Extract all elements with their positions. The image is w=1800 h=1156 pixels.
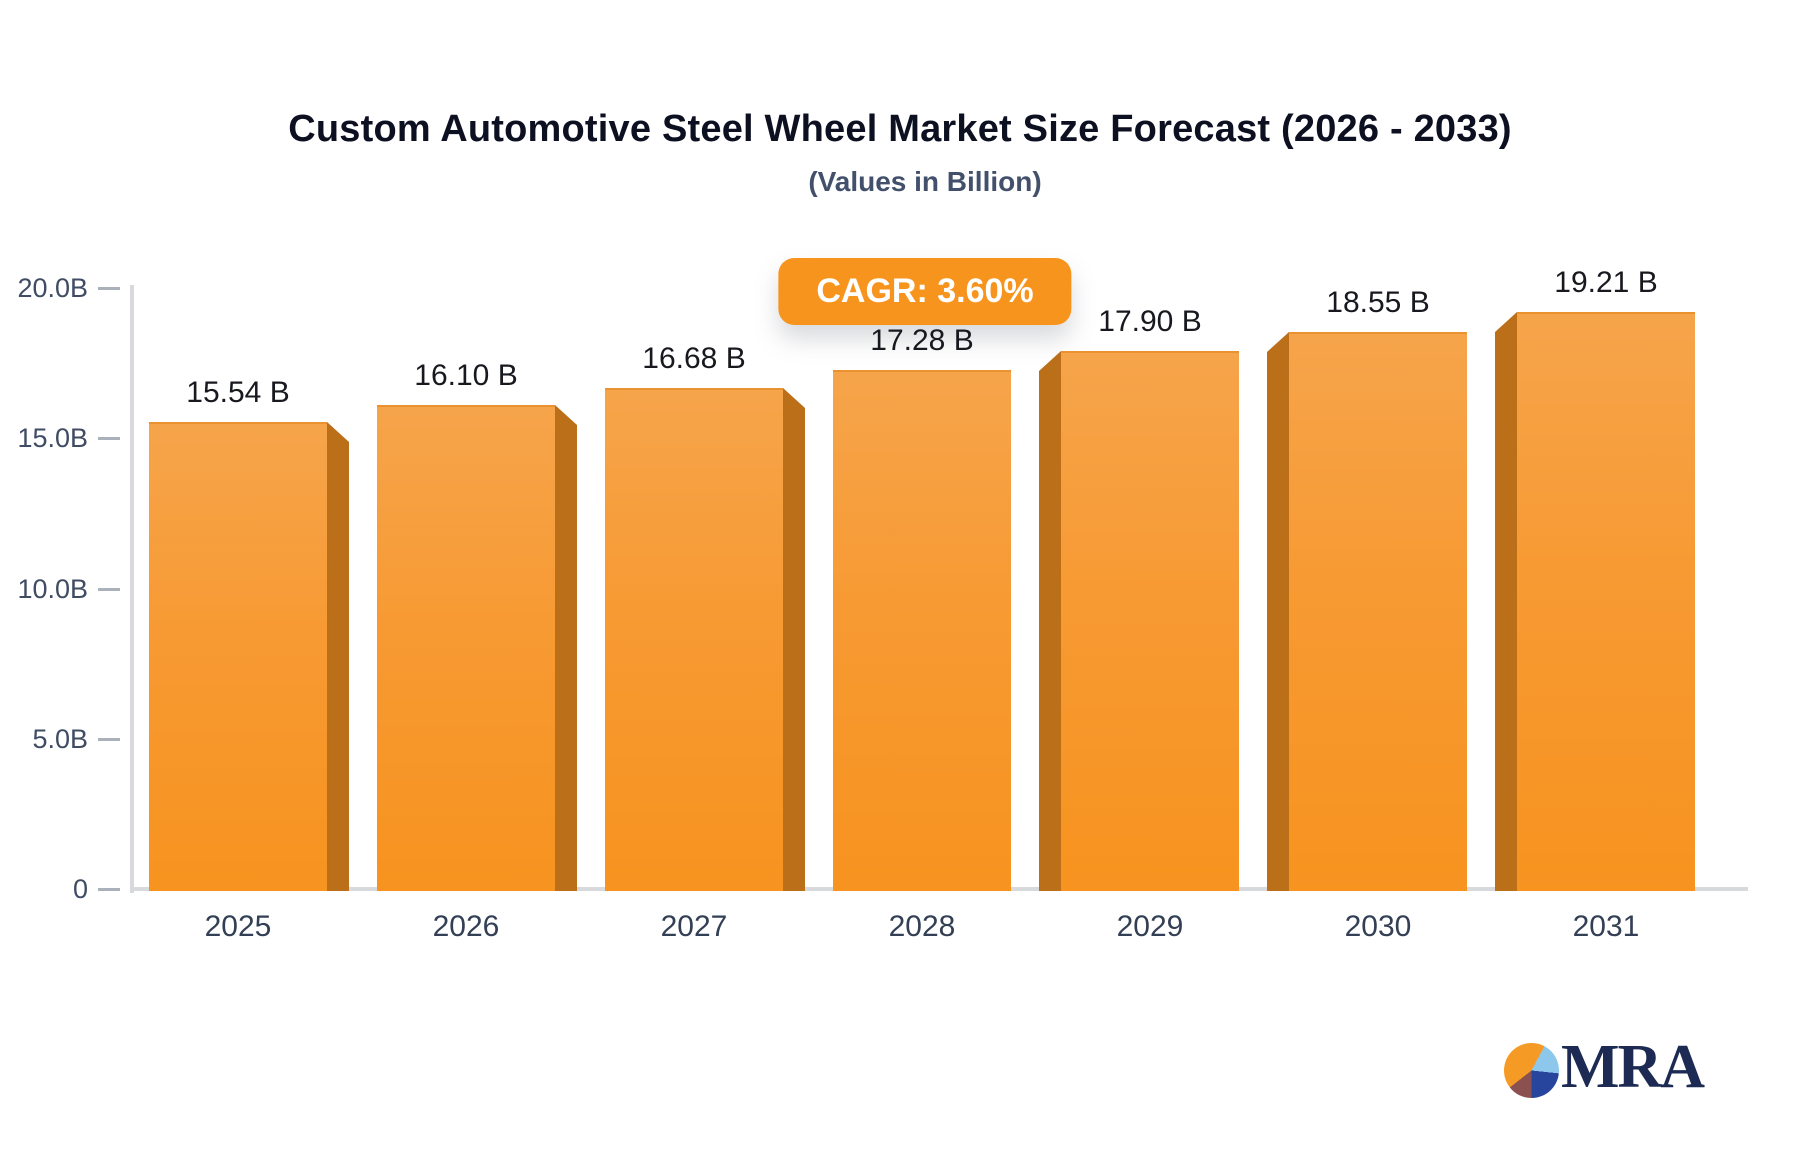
y-tick-label: 10.0B: [17, 574, 88, 604]
x-tick-label: 2026: [432, 910, 500, 943]
x-tick-label: 2031: [1572, 910, 1640, 943]
chart-title: Custom Automotive Steel Wheel Market Siz…: [288, 108, 1512, 150]
bar-face: [605, 388, 783, 891]
bar: [149, 422, 349, 891]
bar: [1495, 312, 1695, 891]
bar-face: [833, 370, 1011, 891]
bar: [605, 388, 805, 891]
bar-side-3d: [555, 405, 577, 891]
bar: [1039, 351, 1239, 891]
x-tick-label: 2029: [1116, 910, 1184, 943]
bar: [833, 370, 1011, 891]
bar-face: [377, 405, 555, 891]
y-tick-label: 0: [72, 874, 88, 904]
brand-logo: MRA: [1504, 1033, 1705, 1101]
y-tick-label: 5.0B: [32, 724, 88, 754]
brand-logo-text: MRA: [1561, 1033, 1705, 1101]
bar-value-label: 18.55 B: [1326, 286, 1430, 319]
bar-side-3d: [1267, 332, 1289, 891]
x-tick-label: 2028: [888, 910, 956, 943]
y-axis-line: [130, 285, 134, 893]
bar-value-label: 16.10 B: [414, 359, 518, 392]
y-tick-mark: [98, 588, 120, 591]
bar-value-label: 16.68 B: [642, 342, 746, 375]
pie-chart-logo-icon: [1504, 1042, 1559, 1098]
bar-side-3d: [1039, 351, 1061, 891]
y-tick-mark: [98, 287, 120, 290]
y-tick-mark: [98, 738, 120, 741]
bar-value-label: 17.28 B: [870, 324, 974, 357]
bar: [377, 405, 577, 891]
bar-side-3d: [1495, 312, 1517, 891]
bar: [1267, 332, 1467, 891]
y-tick-mark: [98, 437, 120, 440]
y-tick-mark: [98, 888, 120, 891]
y-tick-label: 20.0B: [17, 273, 88, 303]
bar-face: [1517, 312, 1695, 891]
bar-side-3d: [327, 422, 349, 891]
chart-subtitle: (Values in Billion): [808, 166, 1042, 197]
x-tick-label: 2027: [660, 910, 728, 943]
bar-face: [1061, 351, 1239, 891]
bar-value-label: 15.54 B: [186, 376, 290, 409]
cagr-badge: CAGR: 3.60%: [778, 258, 1072, 325]
x-tick-label: 2030: [1344, 910, 1412, 943]
bar-face: [149, 422, 327, 891]
x-tick-label: 2025: [204, 910, 272, 943]
bar-side-3d: [783, 388, 805, 891]
bar-value-label: 19.21 B: [1554, 266, 1658, 299]
bar-face: [1289, 332, 1467, 891]
bar-value-label: 17.90 B: [1098, 305, 1202, 338]
y-tick-label: 15.0B: [17, 423, 88, 453]
